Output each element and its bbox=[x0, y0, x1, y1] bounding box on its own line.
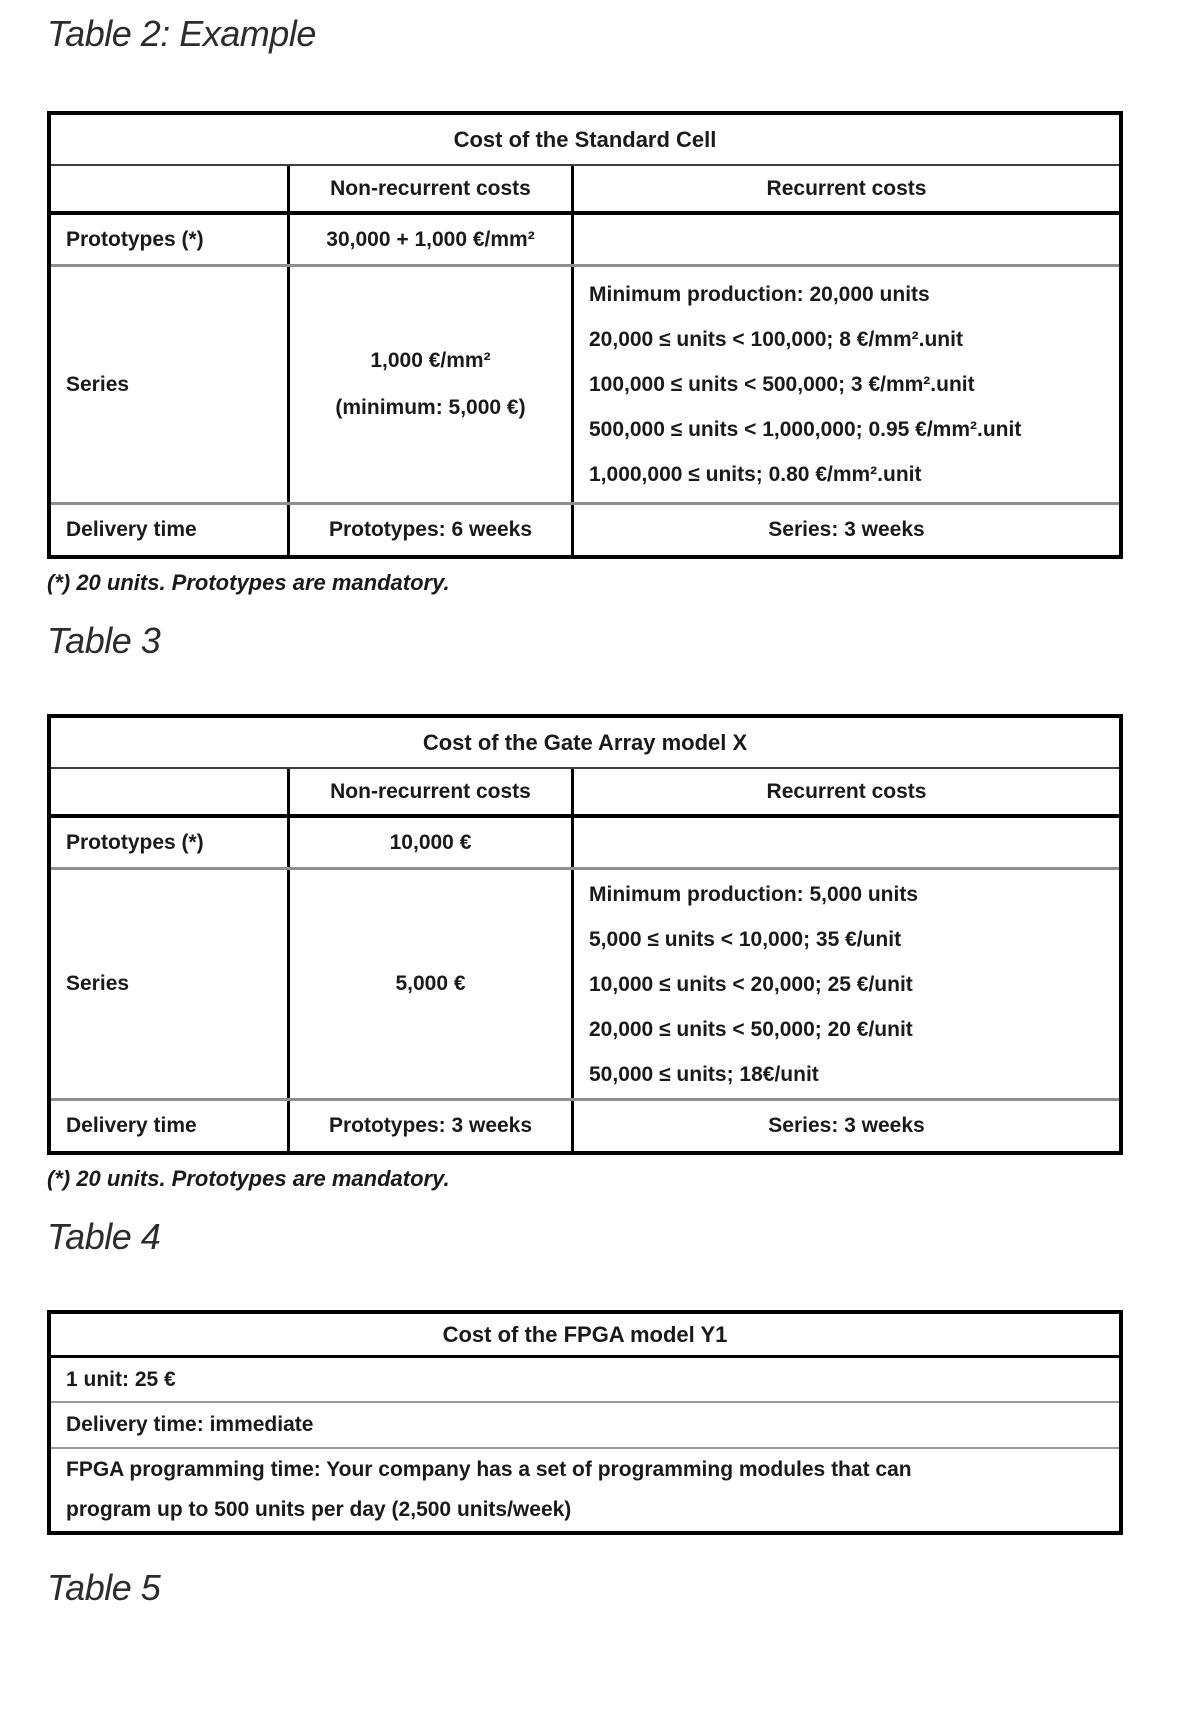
delivery-row-label: Delivery time bbox=[51, 505, 290, 555]
series-recurrent-cost-list: Minimum production: 20,000 units 20,000 … bbox=[574, 267, 1119, 502]
heading-table-4: Table 4 bbox=[47, 1216, 161, 1257]
standard-cell-table: Cost of the Standard Cell Non-recurrent … bbox=[47, 111, 1123, 559]
standard-cell-series-row: Series 1,000 €/mm² (minimum: 5,000 €) Mi… bbox=[51, 267, 1119, 505]
fpga-unit-price-row: 1 unit: 25 € bbox=[51, 1358, 1119, 1403]
fpga-programming-time: FPGA programming time: Your company has … bbox=[66, 1458, 912, 1521]
standard-cell-footnote: (*) 20 units. Prototypes are mandatory. bbox=[47, 570, 450, 595]
prototypes-row-label: Prototypes (*) bbox=[51, 215, 290, 264]
standard-cell-col-non-recurrent: Non-recurrent costs bbox=[290, 166, 574, 211]
fpga-title-row: Cost of the FPGA model Y1 bbox=[51, 1314, 1119, 1358]
series-recurrent-line: 100,000 ≤ units < 500,000; 3 €/mm².unit bbox=[589, 373, 975, 396]
fpga-delivery-row: Delivery time: immediate bbox=[51, 1403, 1119, 1449]
series-recurrent-line: Minimum production: 5,000 units bbox=[589, 882, 919, 906]
standard-cell-col-recurrent: Recurrent costs bbox=[766, 176, 927, 200]
fpga-unit-price: 1 unit: 25 € bbox=[66, 1367, 176, 1391]
delivery-series-time: Series: 3 weeks bbox=[768, 518, 925, 541]
fpga-table: Cost of the FPGA model Y1 1 unit: 25 € D… bbox=[47, 1310, 1123, 1535]
gate-array-title: Cost of the Gate Array model X bbox=[422, 729, 748, 755]
series-recurrent-line: 20,000 ≤ units < 50,000; 20 €/unit bbox=[589, 1017, 913, 1041]
standard-cell-corner-cell bbox=[51, 166, 290, 211]
standard-cell-header-row: Non-recurrent costs Recurrent costs bbox=[51, 166, 1119, 215]
series-recurrent-line: 5,000 ≤ units < 10,000; 35 €/unit bbox=[589, 927, 902, 951]
standard-cell-delivery-row: Delivery time Prototypes: 6 weeks Series… bbox=[51, 505, 1119, 555]
gate-array-col-recurrent: Recurrent costs bbox=[766, 779, 927, 803]
standard-cell-prototypes-row: Prototypes (*) 30,000 + 1,000 €/mm² bbox=[51, 215, 1119, 267]
document-page: Table 2: Example Cost of the Standard Ce… bbox=[47, 12, 1123, 1610]
delivery-prototypes-time: Prototypes: 6 weeks bbox=[290, 505, 574, 555]
prototypes-recurrent-cost-empty bbox=[574, 215, 1119, 264]
gate-array-table: Cost of the Gate Array model X Non-recur… bbox=[47, 714, 1123, 1155]
series-non-recurrent-rate: 1,000 €/mm² bbox=[370, 349, 491, 372]
series-recurrent-line: 500,000 ≤ units < 1,000,000; 0.95 €/mm².… bbox=[589, 418, 1022, 441]
heading-table-3: Table 3 bbox=[47, 620, 161, 661]
gate-array-series-row: Series 5,000 € Minimum production: 5,000… bbox=[51, 870, 1119, 1101]
gate-array-delivery-row: Delivery time Prototypes: 3 weeks Series… bbox=[51, 1101, 1119, 1151]
prototypes-row-label: Prototypes (*) bbox=[51, 818, 290, 867]
gate-array-prototypes-row: Prototypes (*) 10,000 € bbox=[51, 818, 1119, 870]
heading-table-2: Table 2: Example bbox=[47, 13, 316, 54]
series-row-label: Series bbox=[51, 267, 290, 502]
heading-table-5: Table 5 bbox=[47, 1567, 161, 1608]
gate-array-col-non-recurrent: Non-recurrent costs bbox=[290, 769, 574, 814]
fpga-delivery-time: Delivery time: immediate bbox=[66, 1413, 314, 1436]
delivery-series-time: Series: 3 weeks bbox=[768, 1114, 925, 1137]
series-non-recurrent-minimum: (minimum: 5,000 €) bbox=[335, 396, 526, 419]
standard-cell-title: Cost of the Standard Cell bbox=[453, 126, 717, 152]
series-recurrent-line: Minimum production: 20,000 units bbox=[589, 283, 930, 306]
gate-array-corner-cell bbox=[51, 769, 290, 814]
gate-array-title-row: Cost of the Gate Array model X bbox=[51, 718, 1119, 769]
gate-array-footnote: (*) 20 units. Prototypes are mandatory. bbox=[47, 1166, 450, 1191]
series-recurrent-line: 20,000 ≤ units < 100,000; 8 €/mm².unit bbox=[589, 328, 963, 351]
prototypes-non-recurrent-cost: 30,000 + 1,000 €/mm² bbox=[290, 215, 574, 264]
standard-cell-title-row: Cost of the Standard Cell bbox=[51, 115, 1119, 166]
series-non-recurrent-cost: 5,000 € bbox=[290, 870, 574, 1098]
series-recurrent-line: 1,000,000 ≤ units; 0.80 €/mm².unit bbox=[589, 463, 922, 486]
delivery-row-label: Delivery time bbox=[51, 1101, 290, 1151]
gate-array-header-row: Non-recurrent costs Recurrent costs bbox=[51, 769, 1119, 818]
series-non-recurrent-cost: 1,000 €/mm² (minimum: 5,000 €) bbox=[290, 267, 574, 502]
prototypes-recurrent-cost-empty bbox=[574, 818, 1119, 867]
delivery-prototypes-time: Prototypes: 3 weeks bbox=[290, 1101, 574, 1151]
series-row-label: Series bbox=[51, 870, 290, 1098]
fpga-title: Cost of the FPGA model Y1 bbox=[442, 1321, 728, 1347]
prototypes-non-recurrent-cost: 10,000 € bbox=[290, 818, 574, 867]
series-recurrent-line: 50,000 ≤ units; 18€/unit bbox=[589, 1062, 819, 1086]
fpga-programming-row: FPGA programming time: Your company has … bbox=[51, 1449, 1119, 1531]
series-recurrent-line: 10,000 ≤ units < 20,000; 25 €/unit bbox=[589, 972, 913, 996]
series-recurrent-cost-list: Minimum production: 5,000 units 5,000 ≤ … bbox=[574, 870, 1119, 1098]
